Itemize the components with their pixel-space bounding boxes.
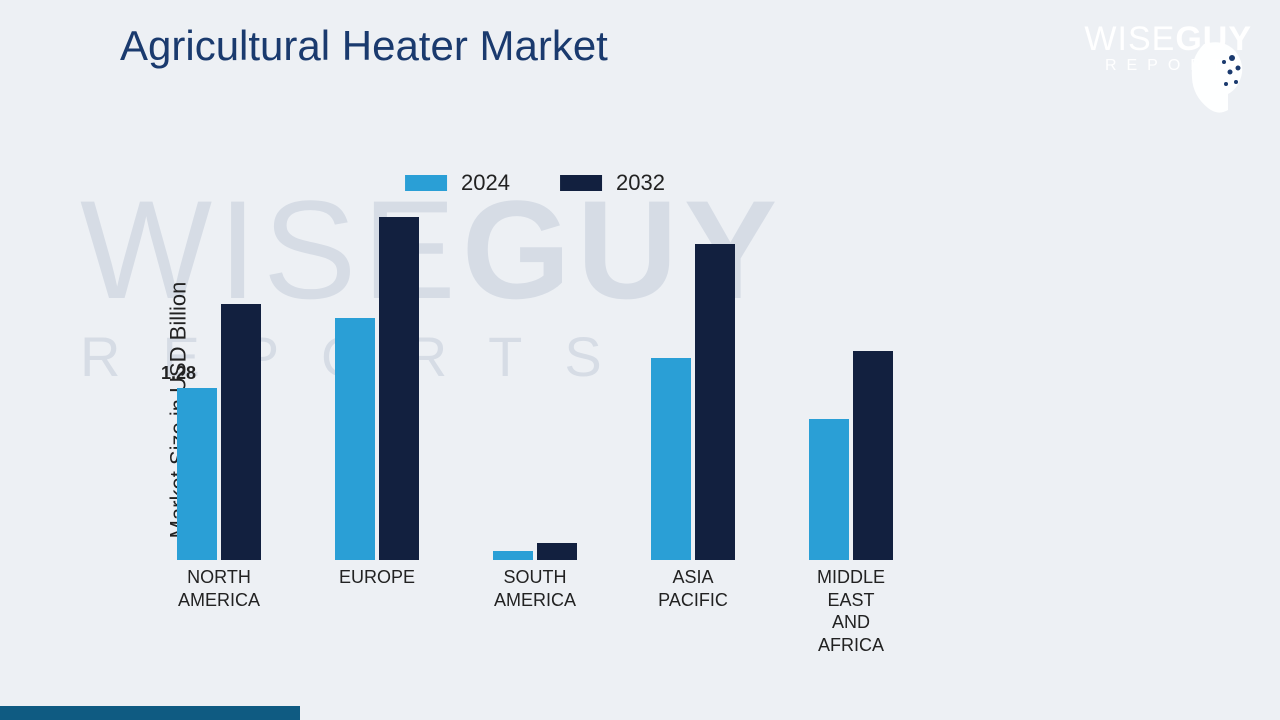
bar-group bbox=[475, 543, 595, 561]
legend-item-2032: 2032 bbox=[560, 170, 665, 196]
bar-group bbox=[317, 217, 437, 560]
brand-logo: WISEGUY REPORTS bbox=[1084, 20, 1252, 75]
bar-2032 bbox=[379, 217, 419, 560]
legend: 2024 2032 bbox=[405, 170, 665, 196]
canvas: WISEGUY REPORTS Agricultural Heater Mark… bbox=[0, 0, 1280, 720]
bar-2024 bbox=[177, 388, 217, 560]
bar-2032 bbox=[221, 304, 261, 560]
bar-2032 bbox=[537, 543, 577, 561]
legend-label-2032: 2032 bbox=[616, 170, 665, 196]
chart-title: Agricultural Heater Market bbox=[120, 22, 608, 70]
x-axis-label: NORTHAMERICA bbox=[159, 566, 279, 656]
bar-group bbox=[791, 351, 911, 560]
x-axis-label: EUROPE bbox=[317, 566, 437, 656]
bar-value-label: 1.28 bbox=[161, 363, 196, 384]
bar-2032 bbox=[695, 244, 735, 560]
bar-2024 bbox=[493, 551, 533, 560]
legend-item-2024: 2024 bbox=[405, 170, 510, 196]
bar-2032 bbox=[853, 351, 893, 560]
legend-swatch-2032 bbox=[560, 175, 602, 191]
legend-swatch-2024 bbox=[405, 175, 447, 191]
bar-chart: Market Size in USD Billion 2024 2032 1.2… bbox=[60, 130, 940, 690]
x-axis-label: ASIAPACIFIC bbox=[633, 566, 753, 656]
bar-groups: 1.28 bbox=[140, 210, 930, 560]
plot-area: 2024 2032 1.28 bbox=[140, 170, 930, 560]
bar-group bbox=[633, 244, 753, 560]
bar-group: 1.28 bbox=[159, 304, 279, 560]
legend-label-2024: 2024 bbox=[461, 170, 510, 196]
logo-word-wise: WISE bbox=[1084, 20, 1175, 58]
x-axis-labels: NORTHAMERICA EUROPE SOUTHAMERICA ASIAPACIFI… bbox=[140, 566, 930, 656]
bottom-accent-bar bbox=[0, 706, 300, 720]
bar-2024 bbox=[651, 358, 691, 560]
x-axis-label: MIDDLEEASTANDAFRICA bbox=[791, 566, 911, 656]
ai-head-icon bbox=[1184, 38, 1254, 116]
x-axis-label: SOUTHAMERICA bbox=[475, 566, 595, 656]
bar-2024 bbox=[809, 419, 849, 560]
bar-2024 bbox=[335, 318, 375, 560]
